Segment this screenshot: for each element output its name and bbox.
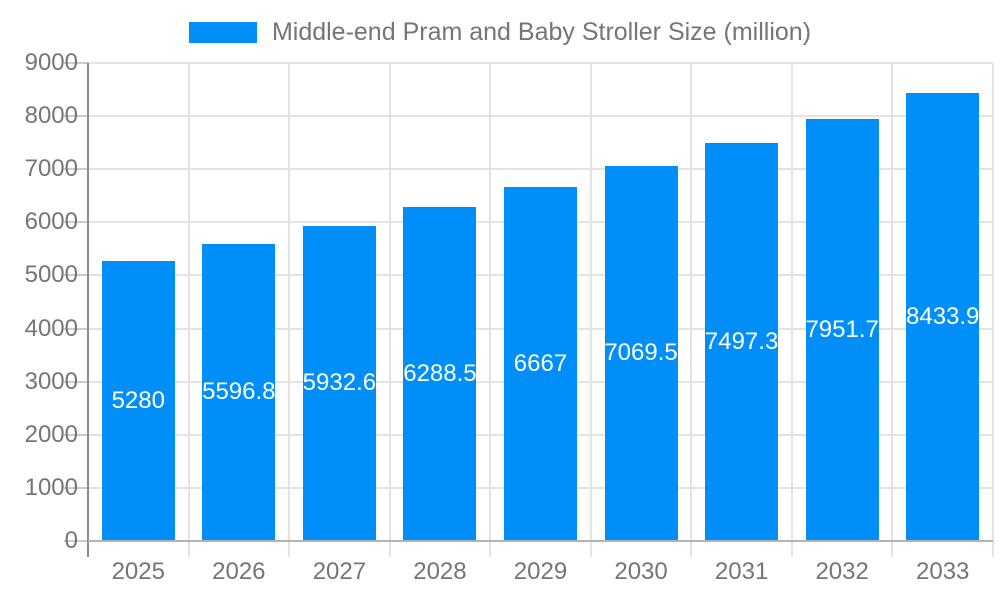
x-gridline bbox=[891, 63, 894, 557]
y-tick bbox=[64, 433, 88, 436]
legend-item[interactable]: Middle-end Pram and Baby Stroller Size (… bbox=[188, 18, 812, 46]
legend: Middle-end Pram and Baby Stroller Size (… bbox=[0, 20, 1000, 45]
bar-value-label: 6667 bbox=[513, 349, 568, 377]
y-tick-label: 1000 bbox=[24, 473, 78, 501]
x-gridline bbox=[690, 63, 693, 557]
x-tick-label: 2027 bbox=[312, 558, 367, 585]
y-tick bbox=[64, 274, 88, 277]
bar-value-label: 5280 bbox=[111, 386, 165, 414]
plot-area: 5280 5596.8 5932.6 6288.5 6667 7069.5 7497.3 79… bbox=[64, 62, 994, 557]
bar[interactable] bbox=[504, 186, 577, 541]
y-tick bbox=[64, 115, 88, 118]
bar[interactable] bbox=[403, 207, 477, 541]
y-tick-label: 9000 bbox=[24, 49, 78, 76]
x-gridline bbox=[489, 63, 492, 557]
x-tick-label: 2032 bbox=[815, 558, 869, 585]
bar-value-label: 6288.5 bbox=[403, 360, 477, 387]
bar[interactable] bbox=[705, 142, 779, 541]
x-gridline bbox=[992, 63, 994, 557]
y-tick bbox=[64, 486, 88, 489]
bar-value-label: 7497.3 bbox=[704, 327, 779, 355]
y-tick bbox=[64, 62, 88, 64]
bar[interactable] bbox=[302, 225, 376, 541]
bar-value-label: 7069.5 bbox=[604, 339, 678, 367]
y-gridline bbox=[88, 115, 993, 118]
legend-label: Middle-end Pram and Baby Stroller Size (… bbox=[271, 18, 812, 46]
y-tick bbox=[64, 380, 88, 383]
y-tick-label: 0 bbox=[64, 527, 78, 554]
x-tick-label: 2028 bbox=[413, 558, 467, 585]
bar-value-label: 8433.9 bbox=[906, 303, 980, 331]
y-tick-label: 3000 bbox=[24, 367, 78, 395]
y-gridline bbox=[88, 168, 993, 171]
y-tick bbox=[64, 168, 88, 171]
y-tick bbox=[64, 221, 88, 224]
bar[interactable] bbox=[101, 260, 175, 541]
bar-value-label: 7951.7 bbox=[805, 315, 879, 343]
x-gridline bbox=[288, 63, 291, 557]
y-tick-label: 8000 bbox=[24, 102, 78, 130]
y-tick bbox=[64, 540, 88, 542]
bar[interactable] bbox=[805, 118, 879, 541]
y-tick-label: 5000 bbox=[24, 261, 78, 289]
x-tick-label: 2030 bbox=[614, 558, 668, 585]
bar[interactable] bbox=[604, 165, 678, 541]
x-tick-label: 2029 bbox=[513, 558, 568, 585]
bar[interactable] bbox=[906, 93, 980, 541]
x-tick-label: 2025 bbox=[111, 558, 165, 585]
legend-swatch bbox=[188, 22, 257, 43]
x-gridline bbox=[187, 63, 190, 557]
y-gridline bbox=[88, 62, 993, 64]
y-axis-line bbox=[87, 63, 89, 557]
x-tick-label: 2031 bbox=[714, 558, 769, 585]
x-axis-line bbox=[88, 540, 993, 542]
bar-value-label: 5932.6 bbox=[302, 369, 377, 397]
y-tick-label: 2000 bbox=[24, 420, 78, 448]
y-tick-label: 7000 bbox=[24, 155, 78, 183]
x-gridline bbox=[589, 63, 592, 557]
x-tick-label: 2033 bbox=[916, 558, 970, 585]
x-gridline bbox=[388, 63, 391, 557]
x-gridline bbox=[790, 63, 793, 557]
bar[interactable] bbox=[202, 243, 276, 541]
bar-value-label: 5596.8 bbox=[202, 378, 276, 406]
y-tick-label: 4000 bbox=[24, 314, 78, 342]
y-tick bbox=[64, 327, 88, 330]
y-tick-label: 6000 bbox=[24, 208, 78, 236]
x-tick-label: 2026 bbox=[212, 558, 266, 585]
